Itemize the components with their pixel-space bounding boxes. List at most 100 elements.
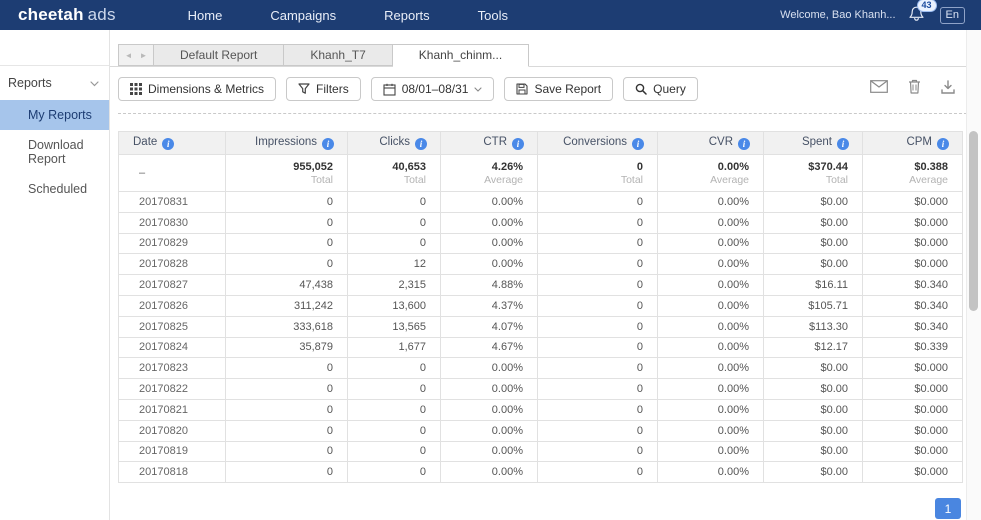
value-cell: 0.00% (657, 336, 764, 359)
total-cell: $370.44 Total (763, 154, 863, 192)
magnifier-icon (635, 83, 647, 95)
tab-next-arrow-icon[interactable]: ► (139, 50, 148, 60)
value-cell: 0 (537, 440, 658, 463)
value-cell: $0.00 (763, 191, 863, 213)
column-header-spent: Spent i (763, 131, 863, 155)
value-cell: $0.000 (862, 253, 963, 276)
info-icon[interactable]: i (738, 138, 750, 150)
value-cell: $0.000 (862, 461, 963, 484)
value-cell: 0 (537, 315, 658, 338)
scrollbar-thumb[interactable] (969, 131, 978, 311)
total-cell: 0 Total (537, 154, 658, 192)
date-cell: 20170819 (118, 440, 226, 463)
value-cell: $0.00 (763, 232, 863, 255)
column-label: Spent (801, 136, 832, 148)
save-report-button[interactable]: Save Report (504, 77, 614, 101)
info-icon[interactable]: i (632, 138, 644, 150)
tab-prev-arrow-icon[interactable]: ◄ (124, 50, 133, 60)
column-header-conversions: Conversions i (537, 131, 658, 155)
brand-light: ads (87, 5, 116, 24)
value-cell: 0 (537, 419, 658, 442)
value-cell: $0.00 (763, 398, 863, 421)
date-range-button[interactable]: 08/01–08/31 (370, 77, 495, 101)
column-label: Impressions (255, 136, 317, 148)
total-row: –955,052 Total 40,653 Total 4.26% Average 0 Tot… (118, 154, 963, 192)
table-row: 20170825 333,618 13,565 4.07% 0 0.00% $113.30 $… (118, 315, 963, 338)
table-row: 20170827 47,438 2,315 4.88% 0 0.00% $16.11 $0.3… (118, 274, 963, 296)
tab-khanh-t7[interactable]: Khanh_T7 (284, 44, 393, 66)
value-cell: $0.000 (862, 191, 963, 213)
table-row: 20170831 0 0 0.00% 0 0.00% $0.00 $0.000 (118, 191, 963, 213)
value-cell: 4.88% (440, 274, 538, 296)
floppy-disk-icon (516, 83, 528, 95)
date-cell: 20170822 (118, 378, 226, 400)
table-header-row: Date i Impressions i Clicks i CTR i Conversions i… (118, 131, 963, 155)
value-cell: 0.00% (440, 191, 538, 213)
total-sublabel: Total (620, 173, 643, 186)
brand-logo[interactable]: cheetah ads (18, 5, 116, 25)
notifications-button[interactable]: 43 (908, 0, 937, 25)
value-cell: 0.00% (657, 211, 764, 234)
value-cell: $16.11 (763, 274, 863, 296)
value-cell: 0.00% (657, 357, 764, 380)
value-cell: $0.339 (862, 336, 963, 359)
filters-button[interactable]: Filters (286, 77, 361, 101)
total-cell: 40,653 Total (347, 154, 441, 192)
save-report-label: Save Report (534, 82, 602, 96)
sidebar-items: My Reports Download Report Scheduled (0, 100, 109, 204)
value-cell: $0.00 (763, 211, 863, 234)
vertical-scrollbar[interactable] (966, 30, 981, 520)
page-1-button[interactable]: 1 (935, 498, 961, 519)
top-navbar: cheetah ads Home Campaigns Reports Tools Wel… (0, 0, 981, 30)
table-row: 20170819 0 0 0.00% 0 0.00% $0.00 $0.000 (118, 440, 963, 463)
info-icon[interactable]: i (415, 138, 427, 150)
value-cell: 0 (225, 191, 348, 213)
sidebar-item-scheduled[interactable]: Scheduled (28, 182, 88, 196)
info-icon[interactable]: i (937, 138, 949, 150)
value-cell: 0.00% (440, 211, 538, 234)
value-cell: 4.07% (440, 315, 538, 338)
download-icon[interactable] (941, 79, 955, 99)
sidebar-item-my-reports[interactable]: My Reports (0, 100, 109, 130)
value-cell: $0.340 (862, 315, 963, 338)
tab-khanh-chinm[interactable]: Khanh_chinm... (392, 44, 530, 67)
table-row: 20170826 311,242 13,600 4.37% 0 0.00% $105.71 $… (118, 294, 963, 317)
value-cell: 333,618 (225, 315, 348, 338)
column-label: Date (133, 136, 158, 148)
total-cell: 4.26% Average (440, 154, 538, 192)
total-value: 955,052 (293, 160, 333, 173)
table-row: 20170820 0 0 0.00% 0 0.00% $0.00 $0.000 (118, 419, 963, 442)
envelope-icon[interactable] (870, 80, 888, 98)
info-icon[interactable]: i (162, 138, 175, 150)
sidebar-item-download-report[interactable]: Download Report (28, 138, 84, 166)
value-cell: 0.00% (657, 253, 764, 276)
dimensions-metrics-button[interactable]: Dimensions & Metrics (118, 77, 277, 101)
info-icon[interactable]: i (837, 138, 849, 150)
nav-item-home[interactable]: Home (187, 7, 223, 23)
value-cell: 4.37% (440, 294, 538, 317)
value-cell: 0.00% (657, 294, 764, 317)
value-cell: 0.00% (440, 232, 538, 255)
value-cell: 0 (347, 378, 441, 400)
date-range-label: 08/01–08/31 (401, 82, 469, 96)
info-icon[interactable]: i (322, 138, 334, 150)
language-selector[interactable]: En (939, 6, 965, 24)
tab-default-report[interactable]: Default Report (154, 44, 285, 66)
total-sublabel: Average (710, 173, 749, 186)
nav-item-reports[interactable]: Reports (384, 7, 430, 23)
sidebar-section-reports[interactable]: Reports (0, 65, 109, 100)
info-icon[interactable]: i (512, 138, 524, 150)
value-cell: 0.00% (657, 461, 764, 484)
tab-scroll-arrows: ◄ ► (118, 44, 154, 66)
value-cell: 0 (537, 336, 658, 359)
total-sublabel: Total (403, 173, 426, 186)
value-cell: 0 (347, 357, 441, 380)
nav-item-tools[interactable]: Tools (477, 7, 509, 23)
grid-icon (130, 83, 142, 95)
value-cell: $0.000 (862, 378, 963, 400)
query-button[interactable]: Query (623, 77, 698, 101)
total-value: $0.388 (914, 160, 948, 173)
nav-item-campaigns[interactable]: Campaigns (270, 7, 337, 23)
trash-icon[interactable] (908, 79, 921, 99)
value-cell: $105.71 (763, 294, 863, 317)
